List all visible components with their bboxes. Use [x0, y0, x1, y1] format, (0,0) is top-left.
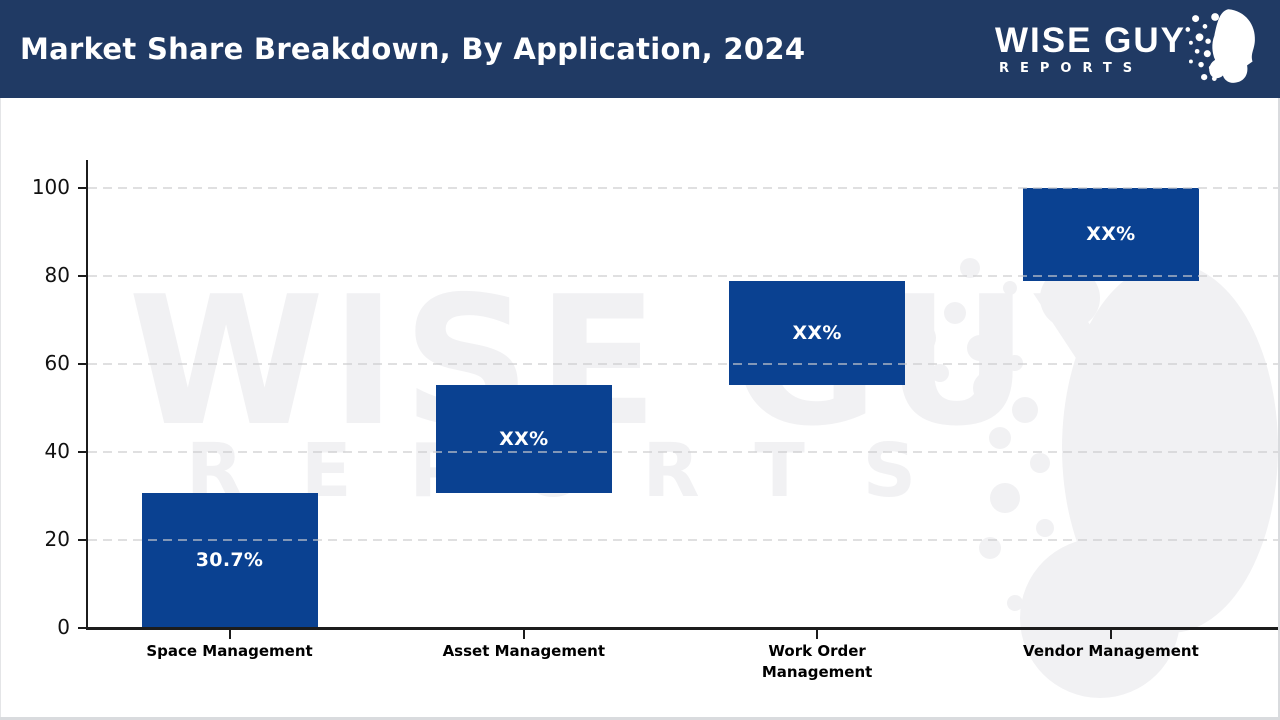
logo-wordmark: WISE GUY: [994, 21, 1186, 60]
x-tick-label-work-order-management: Work Order Management: [761, 642, 873, 681]
wiseguy-logo: WISE GUY REPORTS: [995, 5, 1258, 93]
plot: 0 20 40 60 80 100 30.7% XX% XX% XX% Space Manage…: [0, 98, 1280, 720]
x-tick-label-asset-management: Asset Management: [442, 642, 606, 660]
y-tick-mark-80: [78, 275, 86, 277]
y-tick-label-80: 80: [44, 263, 70, 287]
y-tick-label-20: 20: [44, 527, 70, 551]
bar-value-label: XX%: [499, 428, 549, 450]
y-tick-label-0: 0: [57, 615, 70, 639]
bar-value-label: XX%: [792, 321, 842, 344]
bar-value-label: 30.7%: [195, 549, 264, 572]
y-tick-mark-60: [78, 363, 86, 365]
y-tick-label-100: 100: [31, 175, 70, 199]
y-tick-label-60: 60: [44, 351, 70, 375]
bar-work-order-management: XX%: [729, 280, 906, 386]
bar-asset-management: XX%: [435, 385, 612, 493]
logo-subtext: REPORTS: [998, 61, 1144, 76]
x-tick-mark-vendor-management: [1109, 630, 1112, 639]
bar-vendor-management: XX%: [1022, 188, 1199, 281]
gridline-40: [88, 451, 1278, 453]
y-tick-mark-20: [78, 539, 86, 541]
x-tick-mark-asset-management: [522, 630, 525, 639]
y-axis-spine: [86, 160, 88, 630]
gridline-80: [88, 275, 1278, 277]
gridline-100: [88, 187, 1278, 189]
bar-value-label: XX%: [1086, 223, 1136, 246]
watermark-wordmark: WISE GUY: [128, 258, 1170, 465]
y-tick-label-40: 40: [44, 439, 70, 463]
y-tick-mark-100: [78, 187, 86, 189]
gridline-20: [88, 539, 1278, 541]
x-tick-mark-work-order-management: [816, 630, 819, 639]
y-tick-mark-0: [78, 627, 86, 629]
x-tick-label-space-management: Space Management: [146, 642, 313, 660]
logo-text: WISE GUY REPORTS: [995, 23, 1186, 75]
x-tick-label-vendor-management: Vendor Management: [1023, 642, 1199, 660]
x-axis-spine: [86, 627, 1278, 630]
bar-space-management: 30.7%: [141, 492, 318, 628]
x-tick-mark-space-management: [228, 630, 231, 639]
logo-face-icon: [1185, 9, 1255, 83]
chart-title: Market Share Breakdown, By Application, …: [20, 32, 806, 66]
header-bar: Market Share Breakdown, By Application, …: [0, 0, 1280, 98]
y-tick-mark-40: [78, 451, 86, 453]
gridline-60: [88, 363, 1278, 365]
